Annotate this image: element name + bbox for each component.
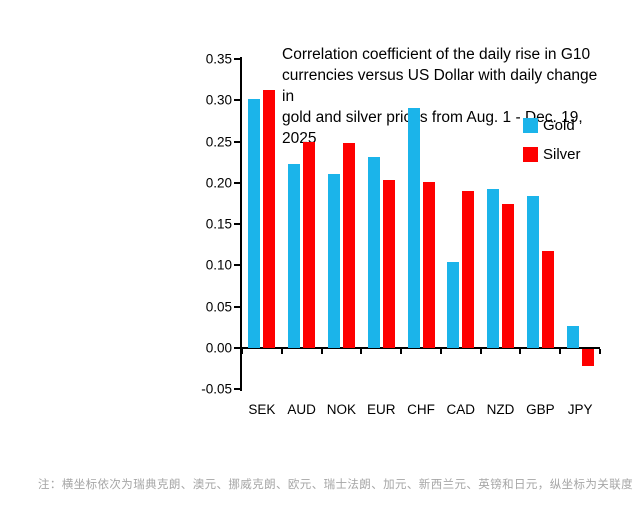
legend-item-gold: Gold: [523, 116, 575, 134]
y-tick-mark: [234, 181, 240, 184]
x-tick-mark: [439, 348, 442, 354]
bar-silver-nok: [342, 143, 355, 348]
footnote: 注：横坐标依次为瑞典克朗、澳元、挪威克朗、欧元、瑞士法朗、加元、新西兰元、英镑和…: [38, 479, 633, 491]
bar-silver-eur: [382, 180, 395, 348]
x-tick-mark: [400, 348, 403, 354]
y-tick-mark: [234, 305, 240, 308]
x-category-label: GBP: [526, 402, 555, 417]
y-tick-mark: [234, 264, 240, 267]
bar-gold-nzd: [487, 188, 500, 348]
y-tick-mark: [234, 346, 240, 349]
x-tick-mark: [559, 348, 562, 354]
x-category-label: CHF: [407, 402, 435, 417]
y-tick-label: 0.05: [205, 299, 232, 314]
x-tick-mark: [320, 348, 323, 354]
y-tick-mark: [234, 140, 240, 143]
legend-item-silver: Silver: [523, 145, 581, 163]
x-category-label: NZD: [486, 402, 515, 417]
y-tick-label: 0.00: [205, 340, 232, 356]
bar-gold-cad: [447, 261, 460, 348]
bar-gold-jpy: [566, 326, 579, 348]
bar-gold-chf: [407, 107, 420, 348]
gold-swatch-icon: [523, 117, 538, 133]
y-tick-mark: [234, 58, 240, 60]
bar-gold-gbp: [526, 195, 539, 348]
x-tick-mark: [479, 348, 482, 354]
bar-gold-nok: [327, 173, 340, 348]
x-tick-mark: [241, 348, 243, 354]
bar-silver-aud: [303, 142, 316, 348]
x-category-label: JPY: [567, 402, 593, 417]
silver-swatch-icon: [523, 146, 538, 162]
x-tick-mark: [519, 348, 522, 354]
bar-gold-eur: [367, 157, 380, 348]
y-tick-label: 0.35: [205, 51, 232, 67]
y-tick-label: 0.20: [205, 175, 232, 191]
bar-silver-nzd: [502, 204, 515, 348]
bar-gold-sek: [248, 98, 261, 348]
x-tick-mark: [599, 348, 601, 354]
y-tick-mark: [234, 223, 240, 225]
y-tick-label: 0.10: [205, 257, 232, 273]
bar-silver-chf: [422, 181, 435, 348]
x-category-label: AUD: [287, 402, 316, 417]
x-category-label: NOK: [326, 402, 357, 417]
x-axis: [240, 346, 600, 349]
chart-title: Correlation coefficient of the daily ris…: [282, 46, 598, 147]
x-category-label: CAD: [446, 402, 476, 417]
y-axis: [240, 57, 242, 391]
legend-label-silver: Silver: [543, 145, 581, 163]
bar-silver-jpy: [581, 348, 594, 367]
x-tick-mark: [280, 348, 283, 354]
y-tick-label: 0.30: [205, 92, 232, 108]
bar-silver-sek: [263, 90, 276, 348]
y-tick-label: 0.15: [205, 216, 232, 232]
bar-gold-aud: [288, 163, 301, 348]
x-category-label: EUR: [366, 402, 396, 417]
y-tick-label: 0.25: [205, 134, 232, 149]
bar-silver-gbp: [541, 251, 554, 348]
y-tick-mark: [234, 99, 240, 102]
x-category-label: SEK: [248, 402, 276, 417]
y-tick-mark: [234, 388, 240, 390]
legend-label-gold: Gold: [543, 116, 575, 134]
x-tick-mark: [360, 348, 363, 354]
bar-silver-cad: [462, 191, 475, 348]
y-tick-label: -0.05: [201, 381, 232, 397]
